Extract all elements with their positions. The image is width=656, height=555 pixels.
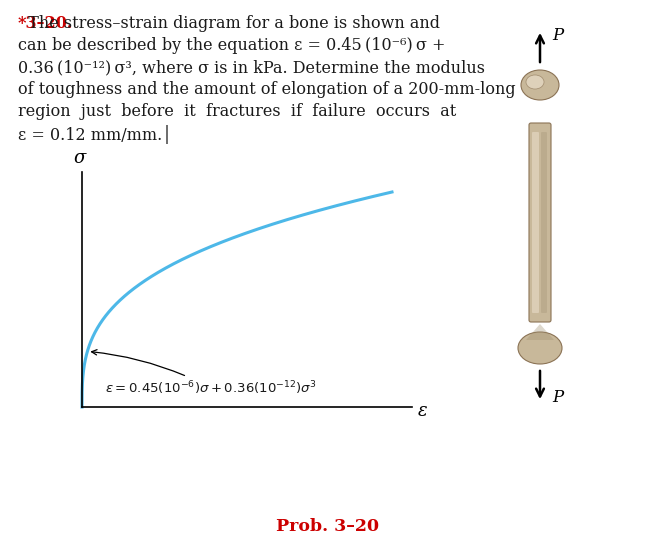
Text: can be described by the equation ε = 0.45 (10⁻⁶) σ +: can be described by the equation ε = 0.4… (18, 37, 445, 54)
Text: of toughness and the amount of elongation of a 200-mm-long: of toughness and the amount of elongatio… (18, 81, 516, 98)
Text: P: P (552, 27, 563, 43)
Text: $\epsilon = 0.45(10^{-6})\sigma + 0.36(10^{-12})\sigma^3$: $\epsilon = 0.45(10^{-6})\sigma + 0.36(1… (92, 350, 317, 397)
Text: *3–20.: *3–20. (18, 15, 73, 32)
Text: Prob. 3–20: Prob. 3–20 (276, 518, 380, 535)
PathPatch shape (526, 324, 554, 340)
Text: region  just  before  it  fractures  if  failure  occurs  at: region just before it fractures if failu… (18, 103, 457, 120)
FancyBboxPatch shape (529, 123, 551, 322)
Text: The stress–strain diagram for a bone is shown and: The stress–strain diagram for a bone is … (18, 15, 440, 32)
Text: σ: σ (74, 149, 86, 167)
Text: ε: ε (418, 402, 428, 420)
Ellipse shape (521, 70, 559, 100)
FancyBboxPatch shape (532, 132, 539, 313)
Text: P: P (552, 388, 563, 406)
FancyBboxPatch shape (541, 132, 547, 313)
Ellipse shape (518, 332, 562, 364)
Text: 0.36 (10⁻¹²) σ³, where σ is in kPa. Determine the modulus: 0.36 (10⁻¹²) σ³, where σ is in kPa. Dete… (18, 59, 485, 76)
Ellipse shape (526, 75, 544, 89)
Text: ε = 0.12 mm/mm.│: ε = 0.12 mm/mm.│ (18, 125, 172, 144)
